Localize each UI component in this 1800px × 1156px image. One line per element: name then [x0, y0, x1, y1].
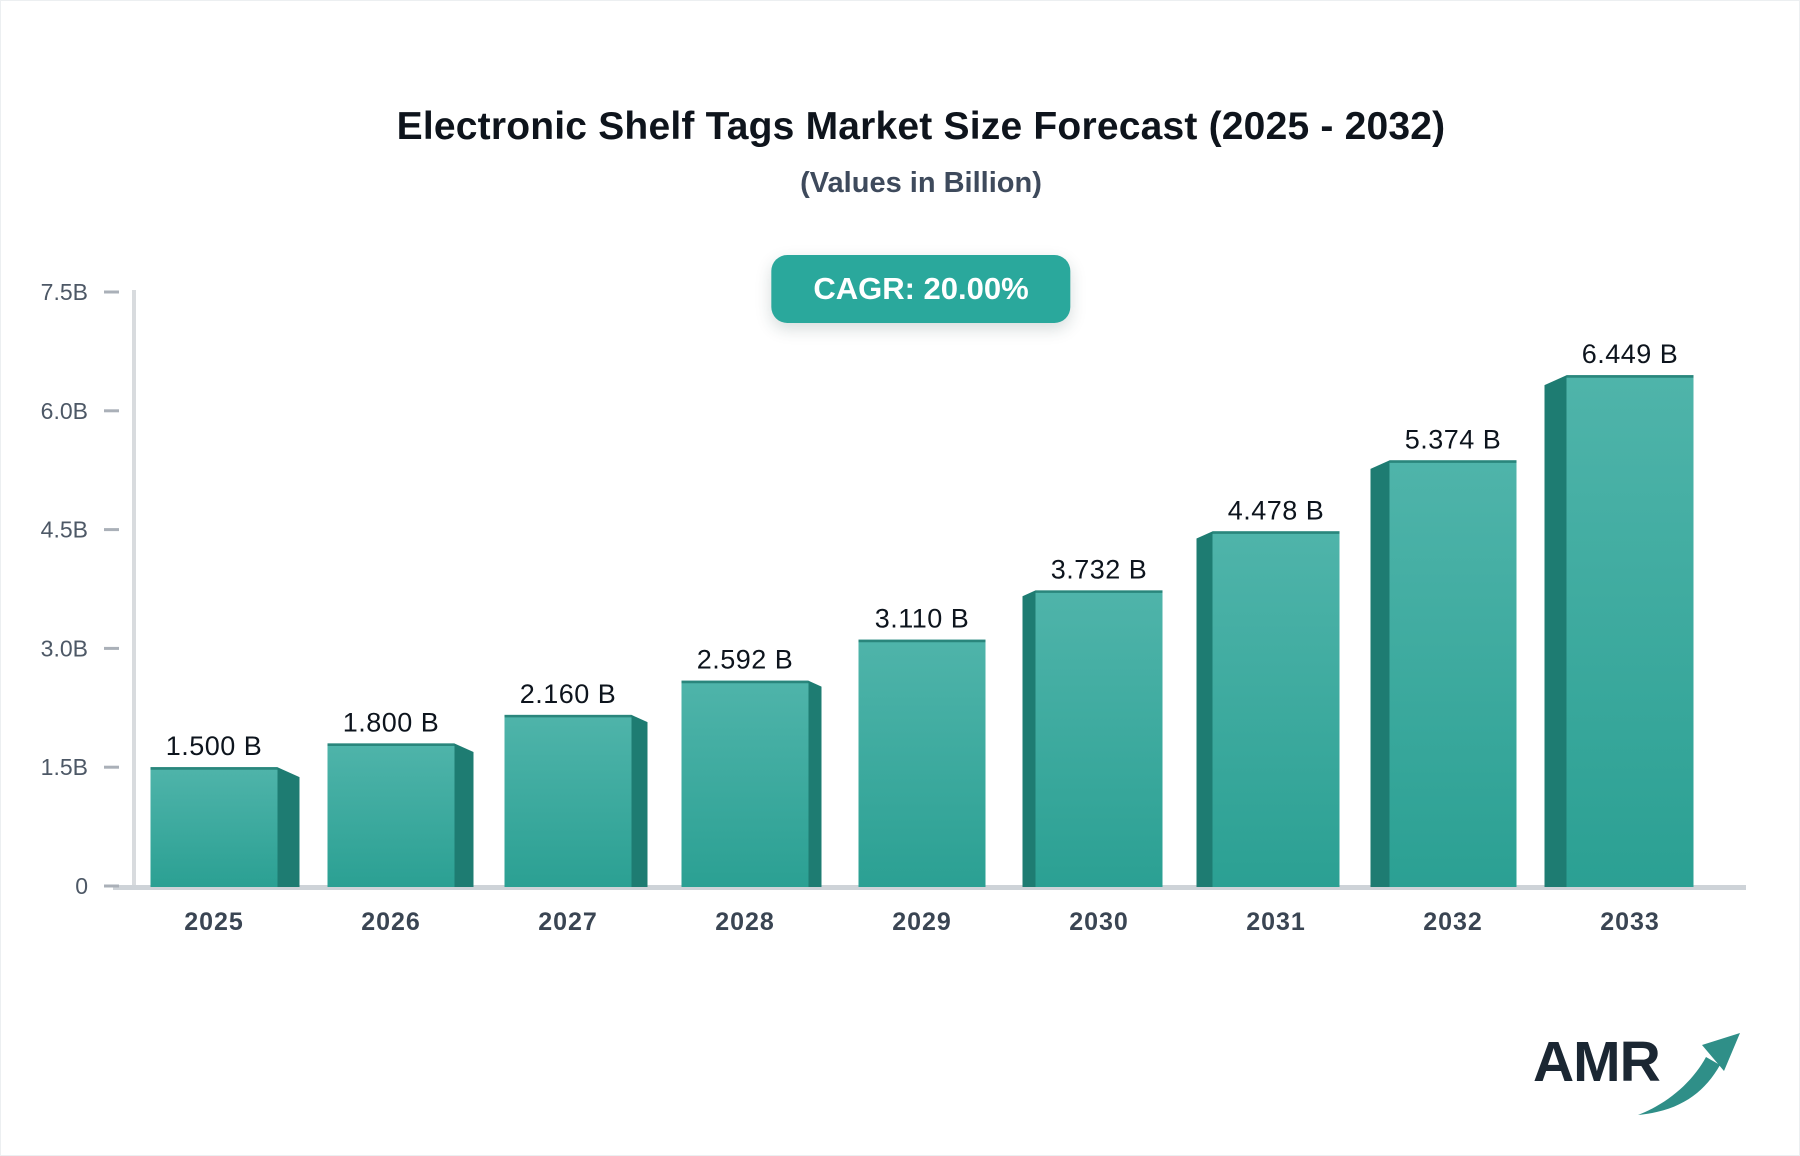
bar-value-label: 4.478 B [1228, 495, 1325, 525]
bar-front-face [1035, 590, 1163, 887]
amr-logo: AMR [1533, 1030, 1740, 1115]
bar-front-face [1389, 460, 1517, 887]
bar-side-face [631, 714, 648, 887]
bar-front-face [858, 639, 986, 887]
bar-front-face [504, 714, 632, 887]
growth-arrow-icon [1638, 1033, 1740, 1115]
bar-value-label: 2.592 B [697, 645, 794, 675]
bar-side-face [1196, 531, 1213, 887]
x-axis-label: 2033 [1600, 908, 1660, 936]
bar-group-2033: 6.449 B 2033 [1544, 339, 1694, 936]
y-tick-label: 4.5B [41, 517, 88, 543]
bar-value-label: 2.160 B [520, 679, 617, 709]
bar-value-label: 5.374 B [1405, 424, 1502, 454]
bar-value-label: 3.110 B [875, 604, 970, 634]
y-tick-label: 3.0B [41, 635, 88, 661]
x-axis-label: 2029 [892, 908, 952, 936]
bar-side-face [1022, 590, 1036, 887]
bar-front-face [1566, 375, 1694, 887]
bar-group-2025: 1.500 B 2025 [150, 731, 300, 936]
bar-value-label: 6.449 B [1582, 339, 1679, 369]
axis-layer: 0 1.5B 3.0B 4.5B 6.0B 7.5B [41, 279, 1746, 899]
bar-group-2029: 3.110 B 2029 [858, 604, 986, 936]
cagr-badge: CAGR: 20.00% [771, 255, 1071, 323]
bar-front-face [327, 743, 455, 887]
bar-side-face [1544, 375, 1567, 887]
bar-group-2030: 3.732 B 2030 [1022, 554, 1163, 936]
bar-side-face [454, 743, 474, 887]
bars-layer: 1.500 B 2025 1.800 B 2026 2.160 B 2027 2.592 B… [150, 339, 1694, 936]
bar-value-label: 3.732 B [1051, 554, 1148, 584]
y-tick-label: 7.5B [41, 279, 88, 305]
y-tick-mark [104, 528, 119, 532]
x-axis-label: 2032 [1423, 908, 1483, 936]
x-axis-label: 2028 [715, 908, 775, 936]
x-axis-label: 2027 [538, 908, 598, 936]
bar-front-face [1212, 531, 1340, 887]
y-tick-label: 6.0B [41, 398, 88, 424]
y-tick-mark [104, 765, 119, 769]
x-axis-label: 2031 [1246, 908, 1306, 936]
bar-group-2031: 4.478 B 2031 [1196, 495, 1340, 936]
y-tick-label: 0 [75, 873, 88, 899]
bar-value-label: 1.500 B [166, 731, 263, 761]
x-axis-label: 2026 [361, 908, 421, 936]
bar-group-2027: 2.160 B 2027 [504, 679, 648, 936]
y-tick-mark [104, 409, 119, 413]
bar-side-face [808, 680, 822, 887]
y-tick-mark [104, 290, 119, 294]
y-axis-line [132, 290, 136, 886]
y-tick-label: 1.5B [41, 754, 88, 780]
bar-front-face [150, 767, 278, 887]
amr-logo-text: AMR [1533, 1030, 1661, 1094]
bar-value-label: 1.800 B [343, 707, 440, 737]
chart-title: Electronic Shelf Tags Market Size Foreca… [396, 105, 1446, 148]
x-axis-label: 2030 [1069, 908, 1129, 936]
x-axis-baseline [113, 885, 1746, 890]
y-tick-mark [104, 884, 119, 888]
bar-side-face [277, 767, 300, 887]
bar-group-2032: 5.374 B 2032 [1370, 424, 1517, 936]
bar-group-2028: 2.592 B 2028 [681, 645, 822, 936]
bar-side-face [1370, 460, 1390, 887]
y-tick-mark [104, 646, 119, 650]
chart-subtitle: (Values in Billion) [800, 167, 1042, 199]
bar-group-2026: 1.800 B 2026 [327, 707, 474, 936]
x-axis-label: 2025 [184, 908, 244, 936]
bar-front-face [681, 680, 809, 887]
